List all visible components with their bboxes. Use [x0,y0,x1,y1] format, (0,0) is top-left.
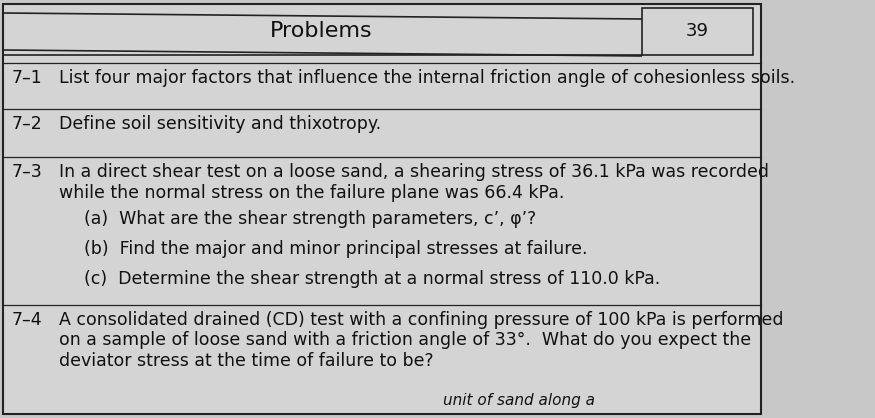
Text: unit of sand along a: unit of sand along a [444,393,595,408]
Text: 39: 39 [686,23,709,41]
Text: 7–1: 7–1 [11,69,42,87]
Text: 7–3: 7–3 [11,163,42,181]
Text: (a)  What are the shear strength parameters, c’, φ’?: (a) What are the shear strength paramete… [84,209,536,227]
Text: A consolidated drained (CD) test with a confining pressure of 100 kPa is perform: A consolidated drained (CD) test with a … [60,311,784,370]
Text: In a direct shear test on a loose sand, a shearing stress of 36.1 kPa was record: In a direct shear test on a loose sand, … [60,163,769,202]
Text: Define soil sensitivity and thixotropy.: Define soil sensitivity and thixotropy. [60,115,382,133]
Text: Problems: Problems [270,21,373,41]
Text: List four major factors that influence the internal friction angle of cohesionle: List four major factors that influence t… [60,69,795,87]
Text: 7–4: 7–4 [11,311,42,329]
Text: (b)  Find the major and minor principal stresses at failure.: (b) Find the major and minor principal s… [84,240,587,258]
Text: 7–2: 7–2 [11,115,42,133]
Bar [642,8,752,55]
Text: (c)  Determine the shear strength at a normal stress of 110.0 kPa.: (c) Determine the shear strength at a no… [84,270,660,288]
